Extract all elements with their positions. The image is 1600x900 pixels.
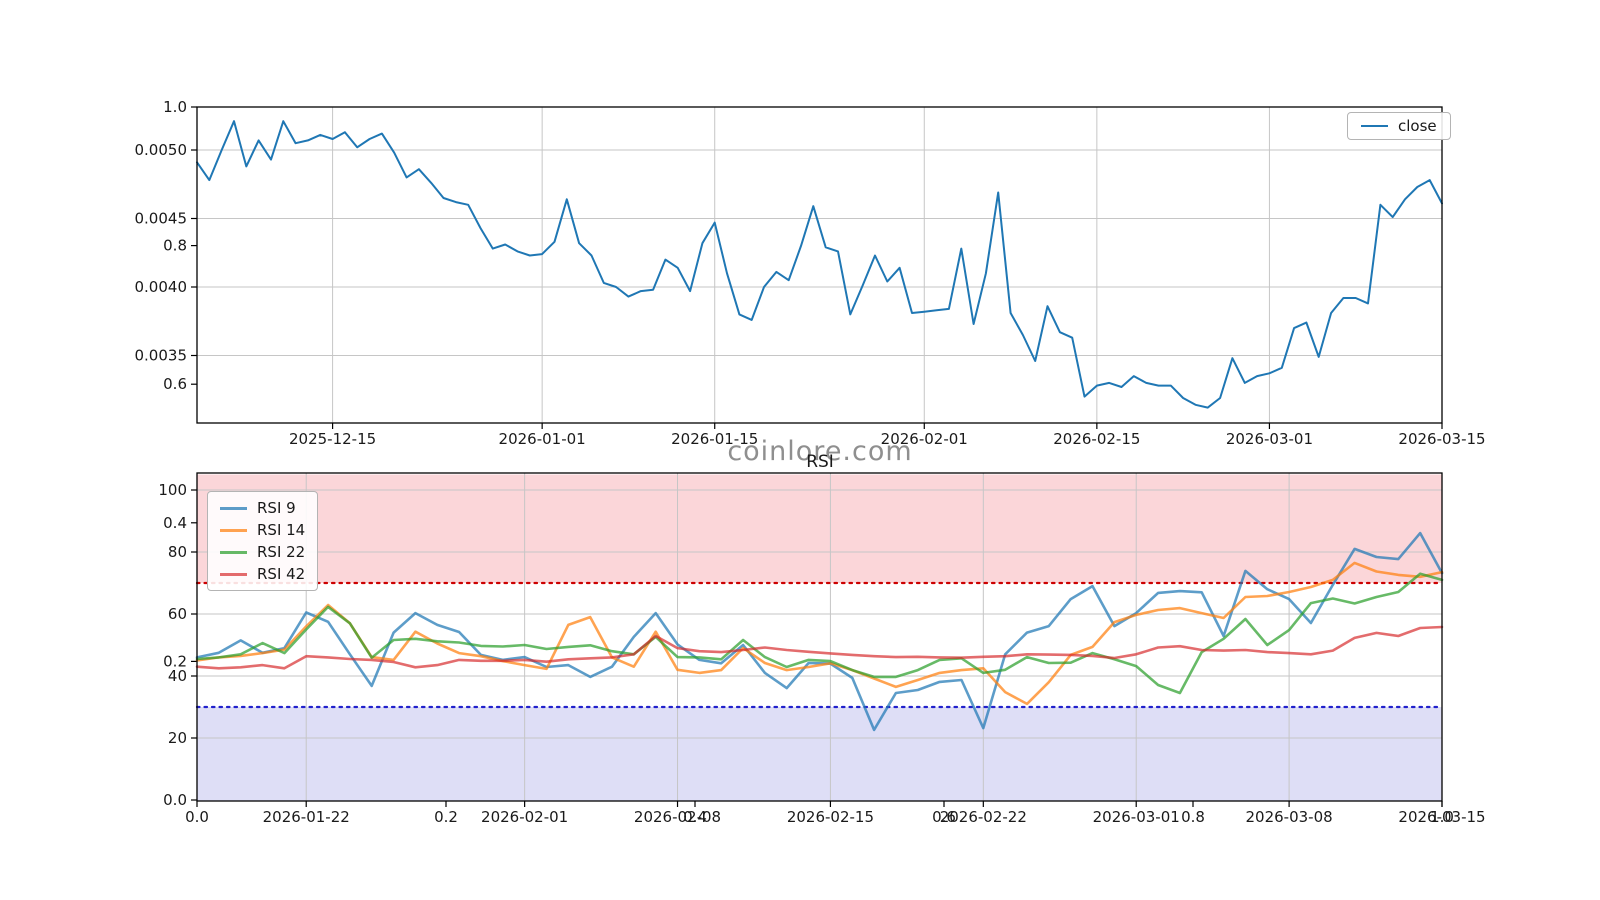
overlay-xtick-label: 0.6 [932,808,956,826]
price-ytick-label: 0.0050 [135,141,188,159]
rsi9-legend-label: RSI 9 [257,499,296,517]
rsi-ytick-label: 40 [168,667,187,685]
rsi42-legend-label: RSI 42 [257,565,306,583]
overlay-xtick-label: 0.2 [434,808,458,826]
price-ytick-label: 0.0040 [135,278,188,296]
close-line-swatch [1361,125,1388,127]
rsi22-line-swatch [220,550,247,554]
rsi-xtick-label: 2026-03-15 [1398,808,1485,826]
rsi-axes-frame [196,472,1443,802]
legend-row-rsi22: RSI 22 [216,541,309,563]
rsi-xtick-label: 2026-03-01 [1093,808,1180,826]
rsi-9-line [195,531,1444,732]
legend-row-rsi42: RSI 42 [216,563,309,585]
oversold-zone [197,707,1442,801]
rsi-ytick-label: 80 [168,543,187,561]
rsi-xtick-label: 2026-02-22 [940,808,1027,826]
overlay-ytick-label: 1.0 [163,98,187,116]
overlay-ytick-label: 0.4 [163,514,187,532]
rsi-xtick-label: 2026-02-01 [481,808,568,826]
rsi9-line-swatch [220,506,247,510]
rsi-legend: RSI 9 RSI 14 RSI 22 RSI 42 [207,491,319,591]
price-legend: close [1347,112,1451,140]
overlay-xtick-label: 0.0 [185,808,209,826]
rsi-chart-title: RSI [806,452,834,472]
price-xtick-label: 2026-03-15 [1398,430,1485,448]
rsi-xtick-label: 2026-02-08 [634,808,721,826]
price-xtick-label: 2026-02-15 [1053,430,1140,448]
overlay-ytick-label: 0.2 [163,652,187,670]
watermark: coinlore.com [727,436,913,467]
close-legend-label: close [1398,117,1437,135]
rsi-ytick-label: 60 [168,605,187,623]
price-xtick-label: 2026-01-01 [499,430,586,448]
price-xtick-label: 2025-12-15 [289,430,376,448]
rsi22-legend-label: RSI 22 [257,543,306,561]
legend-row-rsi9: RSI 9 [216,497,309,519]
price-xtick-label: 2026-02-01 [881,430,968,448]
rsi-ytick-label: 100 [158,481,187,499]
legend-row-close: close [1357,115,1441,137]
rsi-xtick-label: 2026-01-22 [263,808,350,826]
overlay-xtick-label: 1.0 [1430,808,1454,826]
price-ytick-label: 0.0045 [135,210,188,228]
rsi42-line-swatch [220,572,247,576]
rsi-xtick-label: 2026-02-15 [787,808,874,826]
close-line [196,120,1443,409]
price-axes-frame [196,106,1443,424]
overlay-xtick-label: 0.4 [683,808,707,826]
legend-row-rsi14: RSI 14 [216,519,309,541]
rsi-xtick-label: 2026-03-08 [1246,808,1333,826]
overbought-zone [197,474,1442,583]
rsi-22-line [195,572,1444,695]
rsi-14-line [195,561,1444,706]
price-xtick-label: 2026-03-01 [1226,430,1313,448]
rsi-42-line [195,625,1444,670]
overlay-xtick-label: 0.8 [1181,808,1205,826]
price-xtick-label: 2026-01-15 [671,430,758,448]
rsi-ytick-label: 20 [168,729,187,747]
rsi14-line-swatch [220,528,247,532]
price-ytick-label: 0.0035 [135,347,188,365]
overlay-ytick-label: 0.6 [163,375,187,393]
overlay-ytick-label: 0.0 [163,791,187,809]
rsi14-legend-label: RSI 14 [257,521,306,539]
overlay-ytick-label: 0.8 [163,237,187,255]
